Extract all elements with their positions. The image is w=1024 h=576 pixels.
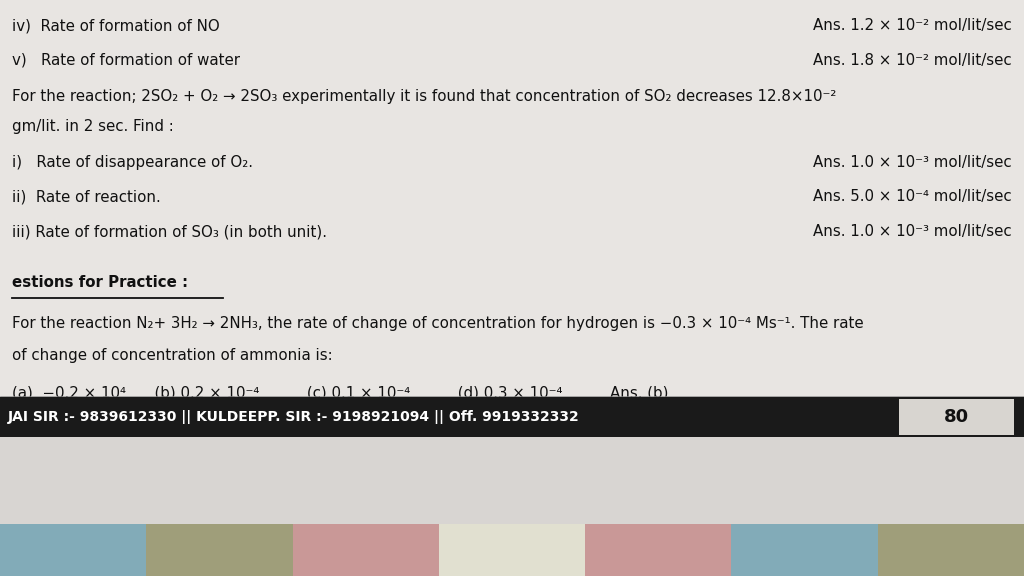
Text: JAI SIR :- 9839612330 || KULDEEPP. SIR :- 9198921094 || Off. 9919332332: JAI SIR :- 9839612330 || KULDEEPP. SIR :… xyxy=(8,410,580,424)
Text: Ans. 1.2 × 10⁻² mol/lit/sec: Ans. 1.2 × 10⁻² mol/lit/sec xyxy=(813,18,1012,33)
Text: i)   Rate of disappearance of O₂.: i) Rate of disappearance of O₂. xyxy=(12,155,253,170)
FancyBboxPatch shape xyxy=(731,524,878,576)
Text: For the reaction; 2SO₂ + O₂ → 2SO₃ experimentally it is found that concentration: For the reaction; 2SO₂ + O₂ → 2SO₃ exper… xyxy=(12,89,837,104)
FancyBboxPatch shape xyxy=(293,524,439,576)
FancyBboxPatch shape xyxy=(878,524,1024,576)
FancyBboxPatch shape xyxy=(0,437,1024,576)
FancyBboxPatch shape xyxy=(146,524,293,576)
Text: estions for Practice :: estions for Practice : xyxy=(12,275,188,290)
FancyBboxPatch shape xyxy=(0,397,1024,437)
Text: 80: 80 xyxy=(944,408,969,426)
Text: of change of concentration of ammonia is:: of change of concentration of ammonia is… xyxy=(12,348,333,363)
FancyBboxPatch shape xyxy=(0,0,1024,403)
Text: Ans. 1.0 × 10⁻³ mol/lit/sec: Ans. 1.0 × 10⁻³ mol/lit/sec xyxy=(813,155,1012,170)
Text: Ans. 1.0 × 10⁻³ mol/lit/sec: Ans. 1.0 × 10⁻³ mol/lit/sec xyxy=(813,224,1012,239)
Text: (a)  −0.2 × 10⁴      (b) 0.2 × 10⁻⁴          (c) 0.1 × 10⁻⁴          (d) 0.3 × 1: (a) −0.2 × 10⁴ (b) 0.2 × 10⁻⁴ (c) 0.1 × … xyxy=(12,385,669,400)
FancyBboxPatch shape xyxy=(0,524,146,576)
FancyBboxPatch shape xyxy=(899,399,1014,435)
Text: For the reaction N₂+ 3H₂ → 2NH₃, the rate of change of concentration for hydroge: For the reaction N₂+ 3H₂ → 2NH₃, the rat… xyxy=(12,316,864,331)
FancyBboxPatch shape xyxy=(0,400,1024,412)
FancyBboxPatch shape xyxy=(585,524,731,576)
Text: iv)  Rate of formation of NO: iv) Rate of formation of NO xyxy=(12,18,220,33)
Text: Ans. 1.8 × 10⁻² mol/lit/sec: Ans. 1.8 × 10⁻² mol/lit/sec xyxy=(813,53,1012,68)
Text: Ans. 5.0 × 10⁻⁴ mol/lit/sec: Ans. 5.0 × 10⁻⁴ mol/lit/sec xyxy=(813,190,1012,204)
Text: v)   Rate of formation of water: v) Rate of formation of water xyxy=(12,53,241,68)
FancyBboxPatch shape xyxy=(439,524,585,576)
Text: iii) Rate of formation of SO₃ (in both unit).: iii) Rate of formation of SO₃ (in both u… xyxy=(12,224,328,239)
Text: gm/lit. in 2 sec. Find :: gm/lit. in 2 sec. Find : xyxy=(12,119,174,134)
Text: ii)  Rate of reaction.: ii) Rate of reaction. xyxy=(12,190,161,204)
